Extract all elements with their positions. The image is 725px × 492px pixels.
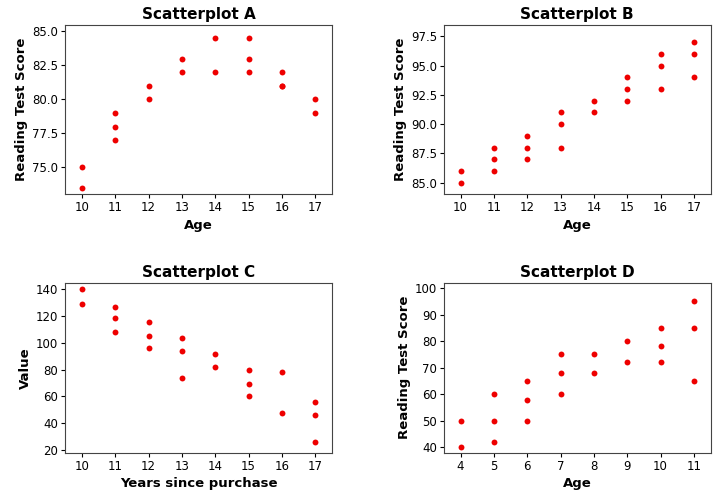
- Point: [143, 95, 154, 103]
- Point: [243, 68, 254, 76]
- Point: [176, 374, 188, 382]
- Point: [688, 298, 700, 306]
- Point: [688, 38, 700, 46]
- Point: [455, 167, 466, 175]
- Point: [588, 369, 600, 377]
- Point: [143, 344, 154, 352]
- Point: [521, 396, 533, 403]
- Point: [621, 359, 633, 367]
- Point: [688, 324, 700, 332]
- Point: [655, 342, 666, 350]
- Title: Scatterplot A: Scatterplot A: [141, 7, 255, 22]
- Point: [210, 34, 221, 42]
- Point: [210, 363, 221, 371]
- Point: [243, 393, 254, 400]
- Point: [588, 97, 600, 105]
- Point: [455, 443, 466, 451]
- Y-axis label: Value: Value: [19, 347, 32, 389]
- Point: [210, 350, 221, 358]
- Point: [176, 68, 188, 76]
- X-axis label: Years since purchase: Years since purchase: [120, 477, 278, 490]
- Point: [243, 366, 254, 373]
- Point: [488, 417, 500, 425]
- Point: [521, 155, 533, 163]
- Point: [488, 390, 500, 398]
- Point: [276, 369, 288, 376]
- Point: [488, 155, 500, 163]
- Title: Scatterplot D: Scatterplot D: [520, 265, 634, 280]
- Point: [210, 68, 221, 76]
- Point: [521, 377, 533, 385]
- Point: [109, 313, 121, 321]
- Point: [455, 417, 466, 425]
- Y-axis label: Reading Test Score: Reading Test Score: [15, 38, 28, 181]
- Point: [276, 68, 288, 76]
- Point: [76, 163, 88, 171]
- Point: [276, 408, 288, 416]
- Point: [176, 334, 188, 341]
- Point: [109, 328, 121, 336]
- Point: [621, 97, 633, 105]
- Point: [655, 62, 666, 69]
- Point: [310, 95, 321, 103]
- Point: [109, 303, 121, 311]
- Point: [621, 73, 633, 81]
- X-axis label: Age: Age: [563, 218, 592, 232]
- Point: [76, 285, 88, 293]
- Title: Scatterplot B: Scatterplot B: [521, 7, 634, 22]
- Point: [310, 398, 321, 406]
- Point: [176, 347, 188, 355]
- Title: Scatterplot C: Scatterplot C: [142, 265, 255, 280]
- Point: [76, 300, 88, 308]
- Point: [588, 350, 600, 358]
- Point: [243, 55, 254, 62]
- Point: [555, 350, 566, 358]
- Point: [310, 109, 321, 117]
- X-axis label: Age: Age: [184, 218, 213, 232]
- Point: [555, 144, 566, 152]
- Point: [243, 34, 254, 42]
- Point: [143, 332, 154, 340]
- Point: [488, 438, 500, 446]
- Point: [588, 109, 600, 117]
- Point: [521, 417, 533, 425]
- Point: [688, 50, 700, 58]
- Point: [310, 411, 321, 419]
- Point: [76, 184, 88, 191]
- Point: [521, 132, 533, 140]
- Point: [488, 167, 500, 175]
- Point: [310, 438, 321, 446]
- X-axis label: Age: Age: [563, 477, 592, 490]
- Point: [655, 324, 666, 332]
- Point: [688, 377, 700, 385]
- Point: [488, 144, 500, 152]
- Point: [555, 390, 566, 398]
- Point: [555, 109, 566, 117]
- Point: [621, 85, 633, 93]
- Point: [109, 123, 121, 130]
- Point: [621, 337, 633, 345]
- Point: [655, 359, 666, 367]
- Point: [555, 120, 566, 128]
- Point: [555, 369, 566, 377]
- Point: [276, 82, 288, 90]
- Point: [655, 85, 666, 93]
- Point: [276, 82, 288, 90]
- Point: [688, 73, 700, 81]
- Point: [109, 136, 121, 144]
- Point: [655, 50, 666, 58]
- Point: [455, 179, 466, 186]
- Point: [176, 55, 188, 62]
- Y-axis label: Reading Test Score: Reading Test Score: [394, 38, 407, 181]
- Point: [143, 82, 154, 90]
- Point: [109, 109, 121, 117]
- Point: [143, 318, 154, 326]
- Point: [243, 380, 254, 388]
- Point: [521, 144, 533, 152]
- Y-axis label: Reading Test Score: Reading Test Score: [397, 296, 410, 439]
